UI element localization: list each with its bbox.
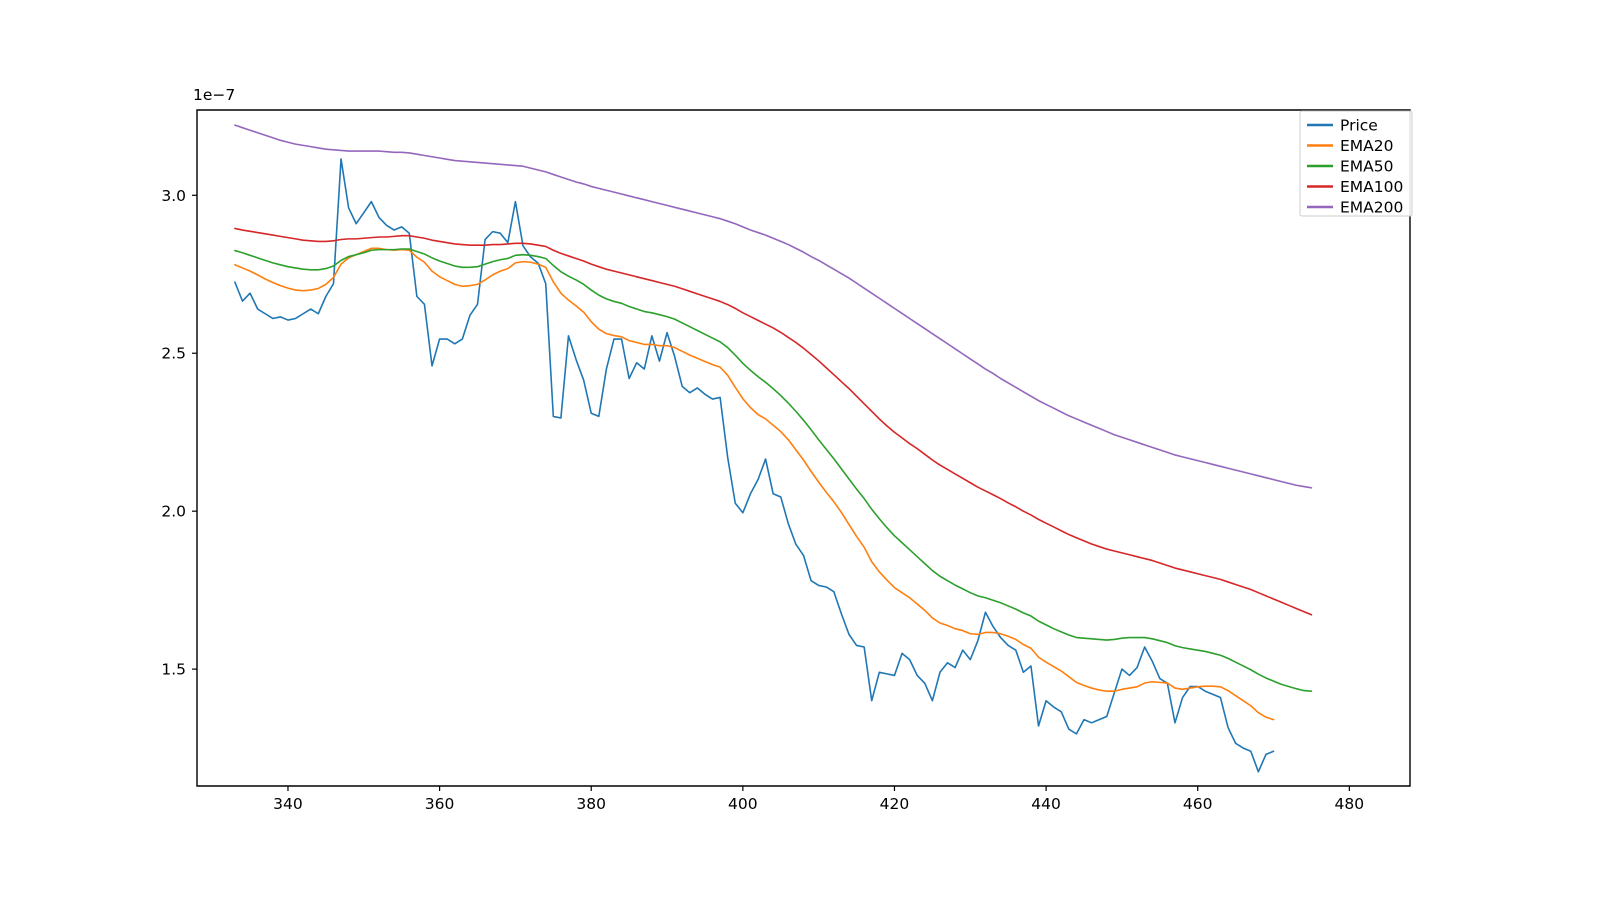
x-tick-label: 460 — [1183, 795, 1213, 813]
x-axis-ticks: 340 360 380 400 420 440 460 480 — [273, 786, 1364, 813]
y-tick-label: 1.5 — [161, 661, 186, 679]
y-tick-label: 3.0 — [161, 187, 186, 205]
x-tick-label: 420 — [880, 795, 910, 813]
y-axis-ticks: 1.5 2.0 2.5 3.0 — [161, 187, 197, 679]
legend-label-price[interactable]: Price — [1340, 117, 1378, 135]
series-line-ema200 — [234, 124, 1313, 489]
legend-label-ema20[interactable]: EMA20 — [1340, 137, 1394, 155]
chart-legend: Price EMA20 EMA50 EMA100 EMA200 — [1299, 110, 1413, 217]
axes-spines — [196, 109, 1411, 787]
plot-area — [197, 110, 1410, 786]
x-tick-label: 480 — [1335, 795, 1365, 813]
x-tick-label: 400 — [728, 795, 758, 813]
y-tick-label: 2.0 — [161, 503, 186, 521]
y-axis-offset-label: 1e−7 — [193, 86, 235, 104]
x-tick-label: 380 — [576, 795, 606, 813]
series-line-ema20 — [234, 247, 1275, 721]
x-tick-label: 440 — [1031, 795, 1061, 813]
legend-label-ema200[interactable]: EMA200 — [1340, 199, 1403, 217]
legend-label-ema50[interactable]: EMA50 — [1340, 158, 1394, 176]
legend-box — [1299, 110, 1413, 217]
series-group — [234, 124, 1313, 773]
series-line-ema50 — [234, 248, 1313, 693]
x-tick-label: 360 — [425, 795, 455, 813]
legend-label-ema100[interactable]: EMA100 — [1340, 178, 1403, 196]
series-line-price — [234, 158, 1275, 773]
series-line-ema100 — [234, 227, 1313, 616]
x-tick-label: 340 — [273, 795, 303, 813]
axes-frame — [196, 109, 1411, 787]
y-tick-label: 2.5 — [161, 345, 186, 363]
